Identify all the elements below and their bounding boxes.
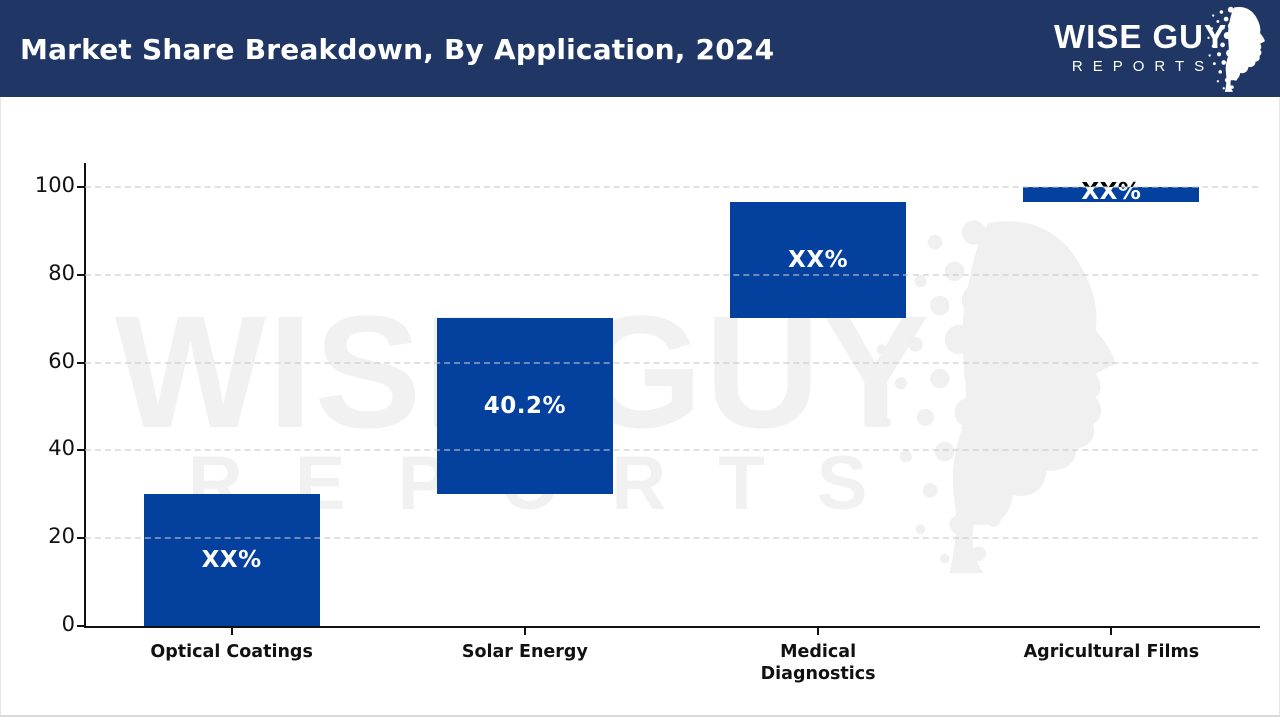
bar-segment: XX% [730,202,907,318]
bottom-edge-rule [0,715,1280,717]
bar-value-label: XX% [1081,187,1142,203]
y-tick [77,449,85,452]
x-axis-label: Optical Coatings [150,642,313,662]
bar-value-label: 40.2% [483,393,567,420]
y-tick [77,361,85,364]
gridline [85,537,1258,540]
x-tick [1110,628,1113,635]
left-edge-rule [0,97,1,717]
brand-subname: REPORTS [1071,57,1215,75]
gridline [85,361,1258,364]
bar-segment: XX% [143,494,320,626]
y-tick [77,273,85,276]
header-bar: Market Share Breakdown, By Application, … [0,0,1280,97]
x-axis-label: Agricultural Films [1023,642,1200,662]
bar-segment: 40.2% [436,317,613,495]
y-axis-line [84,163,86,628]
y-tick-label: 40 [48,436,75,461]
x-axis-line [84,626,1260,628]
y-tick-label: 20 [48,524,75,549]
y-tick-label: 100 [34,173,75,197]
y-tick-label: 60 [48,348,75,373]
x-axis-label: Solar Energy [461,642,588,662]
y-tick [77,186,85,188]
gridline [85,449,1258,452]
brand-logo: WISE GUY REPORTS [1020,0,1280,97]
bar-value-label: XX% [201,547,262,574]
x-axis-label: Medical Diagnostics [760,642,876,684]
y-tick-label: 0 [61,612,75,636]
x-tick [230,628,233,635]
y-tick [77,625,85,627]
dot-head-logo-icon [1207,6,1265,92]
brand-logo-text: WISE GUY REPORTS [1054,18,1228,75]
gridline [85,186,1258,188]
x-tick [817,628,820,635]
y-tick [77,537,85,540]
bar-segment: XX% [1023,187,1200,203]
chart-title: Market Share Breakdown, By Application, … [20,33,775,66]
brand-name: WISE GUY [1054,18,1228,55]
y-tick-label: 80 [48,260,75,285]
gridline [85,273,1258,276]
bar-value-label: XX% [788,247,849,274]
x-tick [523,628,526,635]
